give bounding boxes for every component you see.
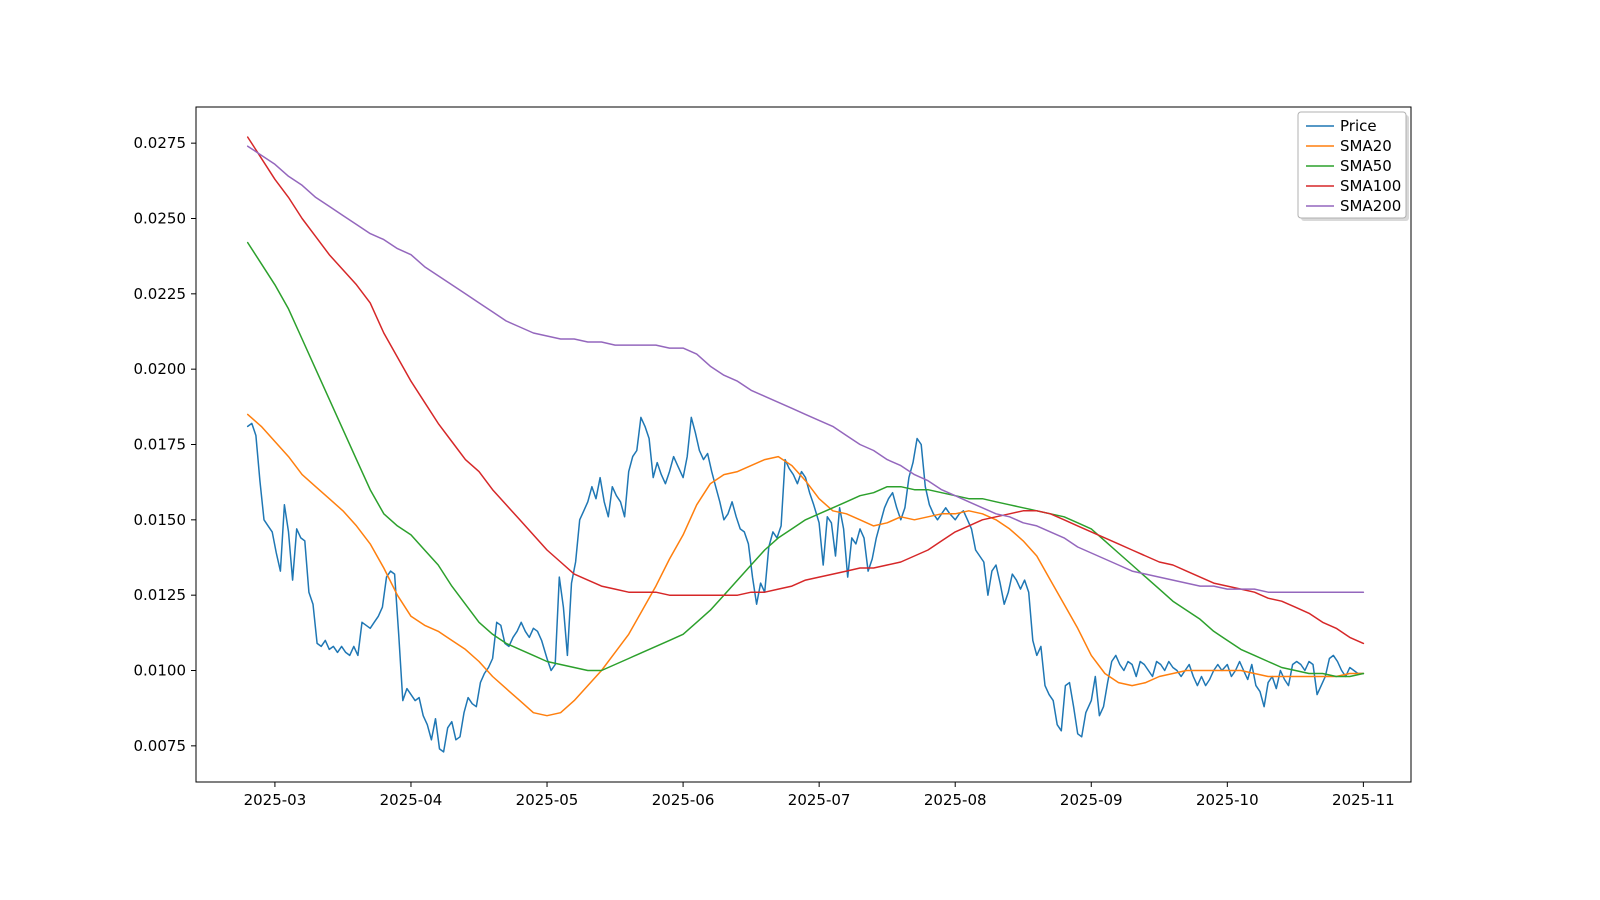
legend-item-sma100: SMA100 [1306,177,1401,195]
x-tick-label: 2025-08 [924,791,987,809]
series-line-sma100 [246,136,1365,645]
legend-label-sma200: SMA200 [1340,197,1401,215]
x-tick-label: 2025-07 [788,791,851,809]
y-tick-label: 0.0125 [134,586,187,604]
legend-label-sma50: SMA50 [1340,157,1392,175]
legend-item-sma20: SMA20 [1306,137,1392,155]
legend-frame [1297,111,1407,219]
x-tick-label: 2025-05 [516,791,579,809]
legend-label-sma20: SMA20 [1340,137,1392,155]
x-tick-label: 2025-03 [244,791,307,809]
x-tick-label: 2025-10 [1196,791,1259,809]
x-tick-label: 2025-11 [1332,791,1395,809]
y-tick-label: 0.0100 [134,662,187,680]
legend-item-sma200: SMA200 [1306,197,1401,215]
legend-label-price: Price [1340,117,1377,135]
x-tick-label: 2025-06 [652,791,715,809]
y-tick-label: 0.0075 [134,737,187,755]
legend-item-sma50: SMA50 [1306,157,1392,175]
legend-label-sma100: SMA100 [1340,177,1401,195]
series-line-price [246,416,1365,753]
series-line-sma20 [246,413,1365,717]
x-tick-label: 2025-04 [380,791,443,809]
legend-item-price: Price [1306,117,1377,135]
y-tick-label: 0.0275 [134,134,187,152]
y-tick-label: 0.0200 [134,360,187,378]
y-tick-label: 0.0175 [134,436,187,454]
y-tick-label: 0.0250 [134,209,187,227]
legend: Price SMA20 SMA50 SMA100 SMA200 [1297,111,1409,221]
plot-border [195,106,1412,783]
series-line-sma200 [246,145,1365,593]
x-tick-label: 2025-09 [1060,791,1123,809]
y-tick-label: 0.0225 [134,285,187,303]
series-line-sma50 [246,241,1365,678]
y-tick-label: 0.0150 [134,511,187,529]
